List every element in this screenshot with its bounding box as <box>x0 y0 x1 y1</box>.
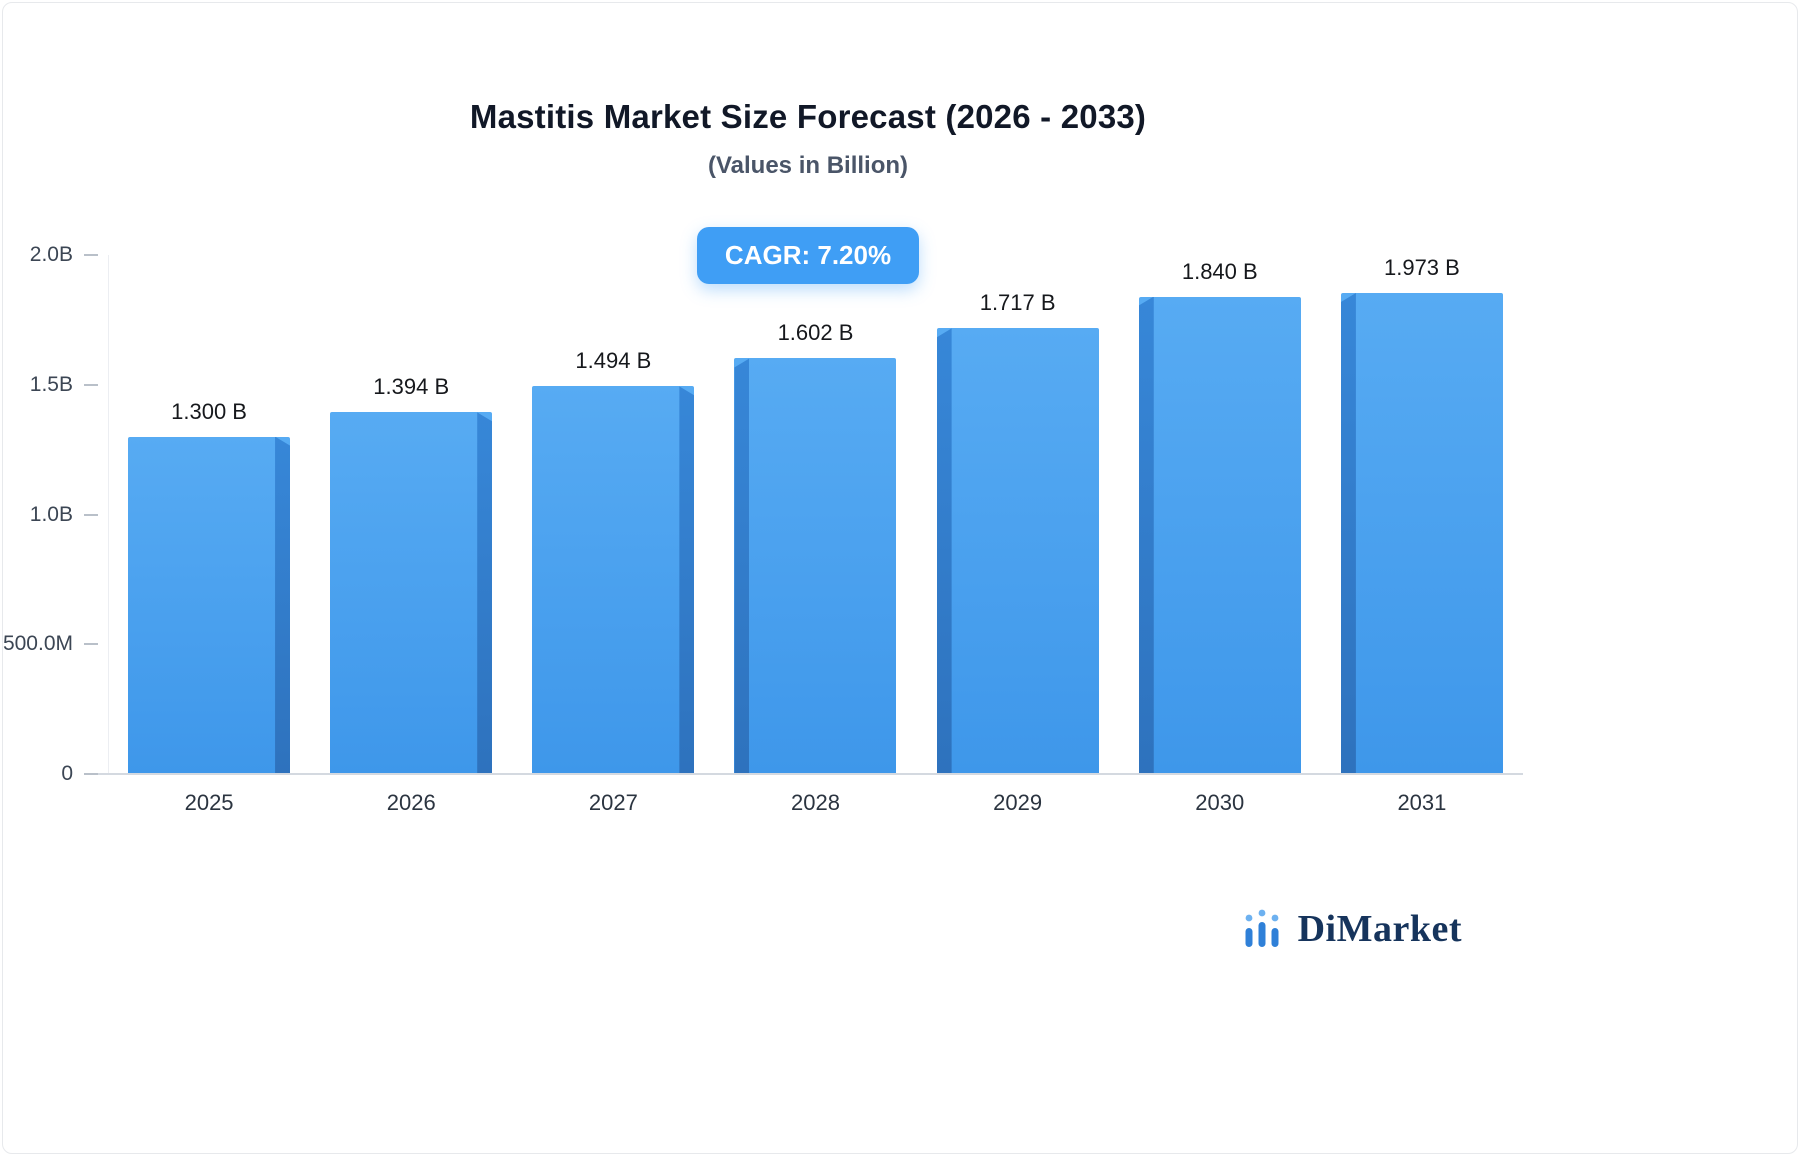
bar-3d-side <box>936 328 952 774</box>
x-axis-label: 2029 <box>993 790 1043 815</box>
y-tick: 500.0M <box>3 632 98 656</box>
x-axis-label: 2030 <box>1195 790 1245 815</box>
y-tick-mark <box>84 643 98 646</box>
chart-subtitle: (Values in Billion) <box>707 152 909 179</box>
y-tick-label: 1.0B <box>29 502 73 526</box>
bar <box>128 436 291 774</box>
y-tick: 1.5B <box>30 373 98 397</box>
x-axis-labels: 2025 2026 2027 2028 2029 2030 2031 <box>108 790 1523 816</box>
y-tick-label: 500.0M <box>2 632 73 656</box>
bar-column: 1.394 B <box>310 255 512 774</box>
bar <box>1138 296 1301 774</box>
bar-value-label: 1.394 B <box>373 374 450 400</box>
bar-column: 1.717 B <box>917 255 1119 774</box>
y-axis-line <box>108 255 109 774</box>
plot-area: 1.300 B 1.394 B 1.494 B 1.602 B 1.717 B 1.840… <box>3 243 1523 815</box>
bar-value-label: 1.494 B <box>575 348 652 374</box>
bar-3d-side <box>679 386 695 774</box>
bar-3d-side <box>477 412 493 774</box>
bar-3d-side <box>275 436 291 774</box>
y-tick: 0 <box>61 762 98 786</box>
bar-3d-side <box>1138 296 1154 774</box>
bars-row: 1.300 B 1.394 B 1.494 B 1.602 B 1.717 B 1.840… <box>108 255 1523 774</box>
cagr-badge: CAGR: 7.20% <box>696 227 920 284</box>
bar-value-label: 1.717 B <box>979 290 1056 316</box>
bar-value-label: 1.602 B <box>777 320 854 346</box>
bar <box>532 386 695 774</box>
y-tick-label: 2.0B <box>29 243 73 266</box>
y-tick: 1.0B <box>30 503 98 527</box>
bar-value-label: 1.973 B <box>1383 255 1460 280</box>
y-tick: 2.0B <box>30 243 98 267</box>
y-tick-mark <box>84 254 98 256</box>
bar-3d-side <box>734 358 750 774</box>
x-axis-label: 2027 <box>588 790 638 815</box>
x-axis-line <box>92 773 1523 775</box>
y-tick-label: 0 <box>61 762 73 785</box>
x-axis-label: 2031 <box>1397 790 1447 815</box>
x-axis-label: 2026 <box>386 790 436 815</box>
y-tick-mark <box>84 383 98 386</box>
bar <box>330 412 493 774</box>
bar-column: 1.494 B <box>512 255 714 774</box>
x-axis-label: 2028 <box>791 790 840 815</box>
bar-value-label: 1.300 B <box>171 398 247 424</box>
bar-column: 1.300 B <box>108 255 310 774</box>
bar-column: 1.840 B <box>1119 255 1321 774</box>
brand-logo-text: DiMarket <box>1297 908 1462 950</box>
x-axis-label: 2025 <box>184 790 234 815</box>
bar <box>1340 293 1503 774</box>
y-tick-mark <box>84 513 98 516</box>
bar <box>936 328 1099 774</box>
y-tick-mark <box>84 773 98 775</box>
bar-chart-logo-icon <box>1245 909 1279 947</box>
y-tick-label: 1.5B <box>29 372 73 396</box>
bar <box>734 358 897 774</box>
brand-logo: DiMarket <box>1240 906 1462 952</box>
cagr-badge-wrap: CAGR: 7.20% <box>93 227 1523 284</box>
chart-title: Mastitis Market Size Forecast (2026 - 20… <box>469 98 1147 135</box>
bar-3d-side <box>1340 293 1356 774</box>
bar-value-label: 1.840 B <box>1181 258 1258 284</box>
bar-column: 1.602 B <box>714 255 916 774</box>
bar-column: 1.973 B <box>1321 255 1523 774</box>
